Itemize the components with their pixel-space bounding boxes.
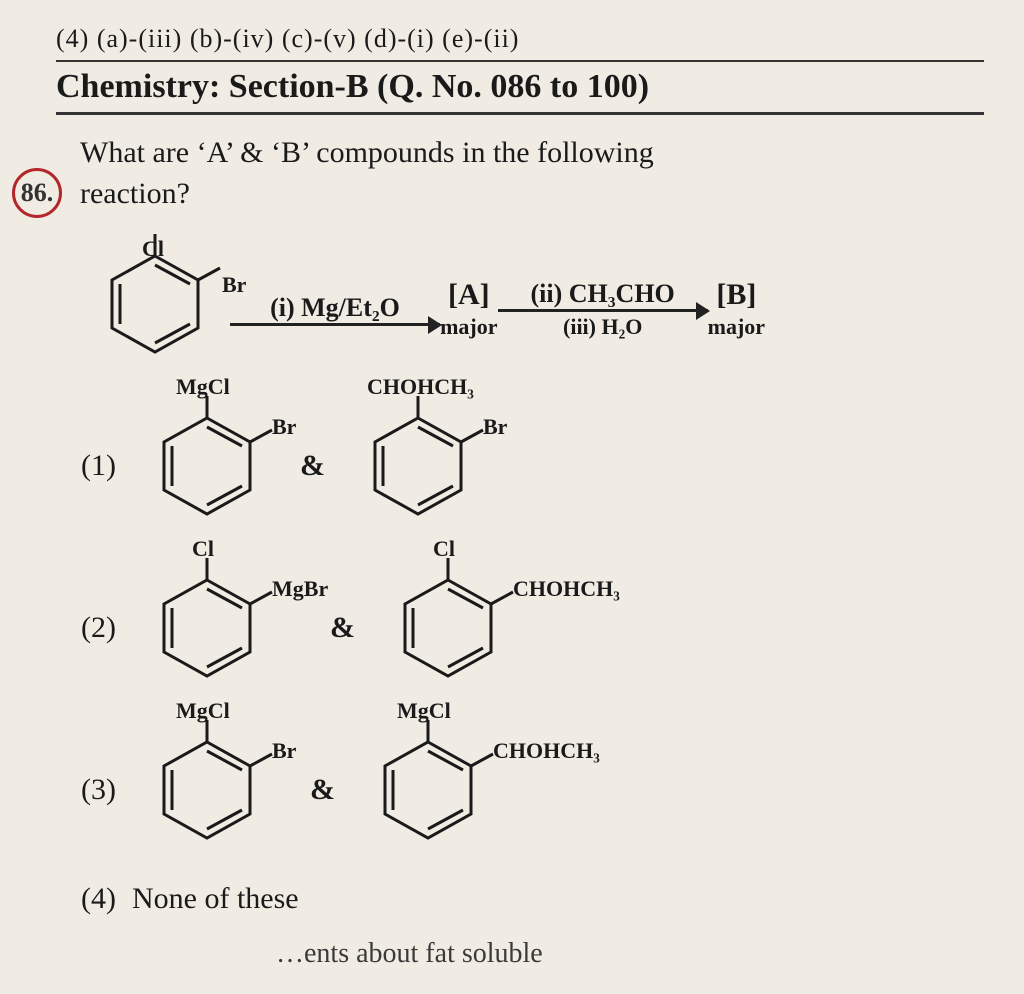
option-2-mol-b: Cl CHOHCH₃: [373, 558, 613, 698]
option-2-number: (2): [56, 611, 132, 645]
prev-answer-fragment: (4) (a)-(iii) (b)-(iv) (c)-(v) (d)-(i) (…: [56, 24, 984, 54]
opt1b-top: CHOHCH₃: [367, 374, 474, 400]
ampersand-icon: &: [330, 611, 355, 645]
opt2b-top: Cl: [433, 536, 455, 562]
opt3b-right: CHOHCH₃: [493, 738, 600, 764]
question-number-badge: 86.: [12, 168, 62, 218]
arrow2-reagent-top: (ii) CH₃CHO: [531, 279, 675, 309]
arrow1-reagent: (i) Mg/Et₂O: [270, 293, 400, 323]
product-a-label: [A]: [448, 278, 490, 312]
opt1b-right: Br: [483, 414, 507, 440]
option-2-mol-a: Cl MgBr: [132, 558, 312, 698]
option-3-mol-b: MgCl CHOHCH₃: [353, 720, 593, 860]
option-1-mol-a: MgCl Br: [132, 396, 282, 536]
option-4[interactable]: (4) None of these: [56, 882, 984, 916]
stem-line-1: What are ‘A’ & ‘B’ compounds in the foll…: [80, 136, 654, 169]
opt3b-top: MgCl: [397, 698, 451, 724]
answer-options: (1) MgCl Br: [56, 396, 984, 916]
ampersand-icon: &: [310, 773, 335, 807]
opt1a-right: Br: [272, 414, 296, 440]
ampersand-icon: &: [300, 449, 325, 483]
opt2a-right: MgBr: [272, 576, 328, 602]
arrow2-reagent-bottom: (iii) H₂O: [563, 314, 642, 340]
reaction-arrow-1: (i) Mg/Et₂O: [230, 293, 440, 326]
question-number: 86.: [21, 178, 54, 208]
option-3-number: (3): [56, 773, 132, 807]
option-1-mol-b: CHOHCH₃ Br: [343, 396, 513, 536]
next-question-fragment: …ents about fat soluble: [276, 938, 984, 970]
opt2a-top: Cl: [192, 536, 214, 562]
opt2b-right: CHOHCH₃: [513, 576, 620, 602]
reaction-arrow-2: (ii) CH₃CHO (iii) H₂O: [498, 279, 708, 340]
benzene-icon: [132, 396, 282, 536]
option-1-number: (1): [56, 449, 132, 483]
option-2[interactable]: (2) Cl MgBr: [56, 558, 984, 698]
option-3[interactable]: (3) MgCl Br: [56, 720, 984, 860]
product-b-label: [B]: [716, 278, 756, 312]
stem-line-2: reaction?: [80, 177, 190, 210]
opt3a-top: MgCl: [176, 698, 230, 724]
benzene-icon: [132, 720, 292, 860]
option-1[interactable]: (1) MgCl Br: [56, 396, 984, 536]
option-3-mol-a: MgCl Br: [132, 720, 292, 860]
opt1a-top: MgCl: [176, 374, 230, 400]
product-b-sub: major: [708, 314, 765, 340]
question-stem: What are ‘A’ & ‘B’ compounds in the foll…: [80, 133, 984, 214]
opt3a-right: Br: [272, 738, 296, 764]
start-sub-right: Br: [222, 272, 246, 298]
start-sub-top: Cl: [142, 236, 164, 262]
product-a-sub: major: [440, 314, 497, 340]
reaction-scheme: (i) Mg/Et₂O [A] major (ii) CH₃CHO (iii) …: [80, 232, 984, 382]
option-4-text: None of these: [132, 882, 299, 916]
section-header: Chemistry: Section-B (Q. No. 086 to 100): [56, 60, 984, 115]
option-4-number: (4): [56, 882, 132, 916]
